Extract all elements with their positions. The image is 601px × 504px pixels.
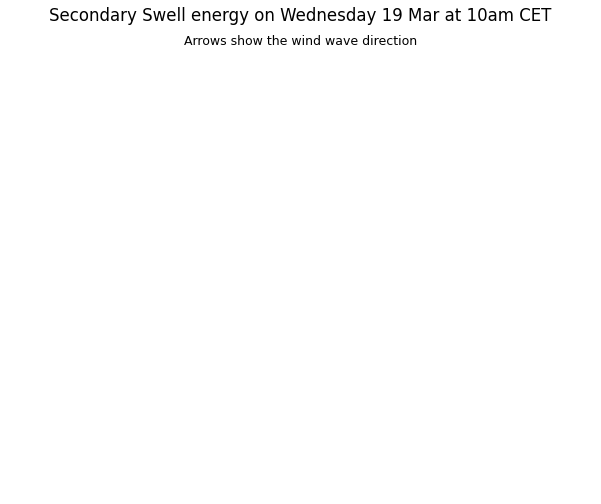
Text: cartopy required: cartopy required xyxy=(243,272,358,285)
Text: Secondary Swell energy on Wednesday 19 Mar at 10am CET: Secondary Swell energy on Wednesday 19 M… xyxy=(49,7,552,25)
Text: Arrows show the wind wave direction: Arrows show the wind wave direction xyxy=(184,35,417,48)
